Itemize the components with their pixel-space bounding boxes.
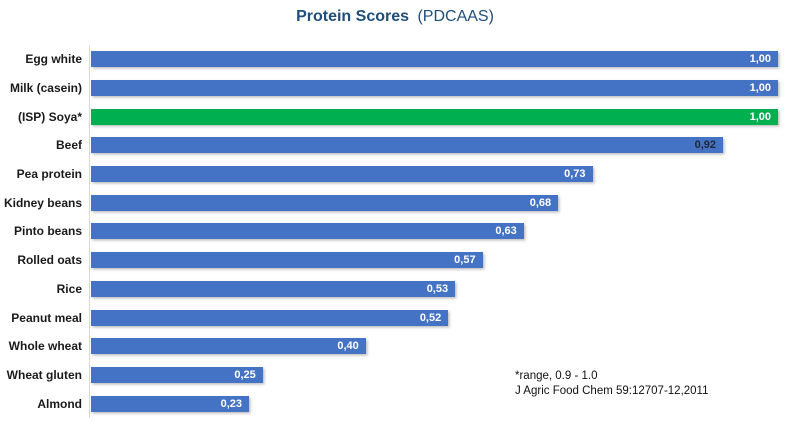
category-label: Whole wheat bbox=[8, 339, 82, 354]
category-label: Rolled oats bbox=[17, 253, 82, 268]
category-label: Peanut meal bbox=[11, 310, 82, 325]
bar-track: 1,00 bbox=[90, 45, 778, 74]
chart-row: Almond 0,23 bbox=[0, 389, 790, 418]
category-label: Wheat gluten bbox=[6, 367, 82, 382]
bar: 0,52 bbox=[91, 309, 449, 326]
value-label: 1,00 bbox=[749, 53, 771, 66]
bar: 0,23 bbox=[91, 395, 249, 412]
value-label: 0,52 bbox=[419, 311, 442, 324]
annotation-citation: J Agric Food Chem 59:12707-12,2011 bbox=[515, 385, 709, 397]
bar-track: 0,25 bbox=[90, 361, 777, 390]
bar-track: 0,92 bbox=[90, 131, 777, 160]
bar-track: 0,53 bbox=[90, 275, 777, 304]
category-label: Beef bbox=[55, 138, 82, 153]
bar-track: 0,68 bbox=[90, 188, 777, 217]
bar: 1,00 bbox=[91, 51, 778, 68]
bar-track: 1,00 bbox=[90, 74, 778, 103]
bar-track: 0,73 bbox=[90, 160, 777, 189]
y-axis-line bbox=[89, 45, 90, 418]
value-label: 0,23 bbox=[220, 397, 242, 410]
chart-row: Milk (casein) 1,00 bbox=[0, 74, 790, 103]
category-label: (ISP) Soya* bbox=[17, 109, 82, 124]
bar: 1,00 bbox=[91, 80, 778, 97]
chart-title-suffix: (PDCAAS) bbox=[417, 8, 494, 25]
bar: 0,73 bbox=[91, 166, 593, 183]
chart-row: Rolled oats 0,57 bbox=[0, 246, 790, 275]
chart-row: Wheat gluten 0,25 bbox=[0, 361, 790, 390]
value-label: 1,00 bbox=[749, 110, 771, 123]
bar-track: 0,63 bbox=[90, 217, 777, 246]
category-label: Milk (casein) bbox=[9, 81, 82, 96]
value-label: 0,25 bbox=[234, 368, 256, 381]
category-label: Almond bbox=[37, 396, 82, 411]
category-label: Pea protein bbox=[16, 167, 82, 182]
value-label: 0,73 bbox=[564, 168, 586, 181]
chart-row: Peanut meal 0,52 bbox=[0, 303, 790, 332]
chart-row: Whole wheat 0,40 bbox=[0, 332, 790, 361]
bar-track: 0,40 bbox=[90, 332, 777, 361]
category-label: Pinto beans bbox=[13, 224, 82, 239]
bar: 0,57 bbox=[91, 252, 483, 269]
chart-row: Kidney beans 0,68 bbox=[0, 188, 790, 217]
bar: 0,92 bbox=[91, 137, 724, 154]
value-label: 0,68 bbox=[529, 196, 552, 209]
bar: 0,40 bbox=[91, 338, 366, 355]
bar-track: 0,57 bbox=[90, 246, 777, 275]
value-label: 0,57 bbox=[454, 254, 476, 267]
value-label: 0,40 bbox=[337, 340, 359, 353]
value-label: 0,92 bbox=[694, 139, 717, 152]
category-label: Rice bbox=[56, 281, 82, 296]
annotation-range: *range, 0.9 - 1.0 bbox=[515, 370, 598, 382]
bar: 0,25 bbox=[91, 366, 263, 383]
category-label: Kidney beans bbox=[3, 195, 82, 210]
bar-track: 1,00 bbox=[90, 102, 778, 131]
bar: 0,53 bbox=[91, 280, 456, 297]
bar: 1,00 bbox=[91, 108, 778, 125]
bar: 0,63 bbox=[91, 223, 524, 240]
chart-row: Beef 0,92 bbox=[0, 131, 790, 160]
value-label: 0,53 bbox=[426, 282, 449, 295]
bar: 0,68 bbox=[91, 194, 559, 211]
bar-track: 0,23 bbox=[90, 389, 777, 418]
chart-row: Pea protein 0,73 bbox=[0, 160, 790, 189]
annotation: *range, 0.9 - 1.0 J Agric Food Chem 59:1… bbox=[515, 369, 709, 399]
bar-track: 0,52 bbox=[90, 303, 777, 332]
bar-rows-container: Egg white 1,00 Milk (casein) 1,00 (ISP) Soya… bbox=[0, 45, 790, 418]
chart-row: Egg white 1,00 bbox=[0, 45, 790, 74]
value-label: 1,00 bbox=[749, 82, 771, 95]
chart-row: Pinto beans 0,63 bbox=[0, 217, 790, 246]
page-title: Protein Scores (PDCAAS) bbox=[0, 8, 790, 26]
category-label: Egg white bbox=[25, 52, 82, 67]
chart-row: Rice 0,53 bbox=[0, 275, 790, 304]
chart-row: (ISP) Soya* 1,00 bbox=[0, 102, 790, 131]
chart-title-main: Protein Scores bbox=[296, 8, 410, 25]
value-label: 0,63 bbox=[495, 225, 517, 238]
